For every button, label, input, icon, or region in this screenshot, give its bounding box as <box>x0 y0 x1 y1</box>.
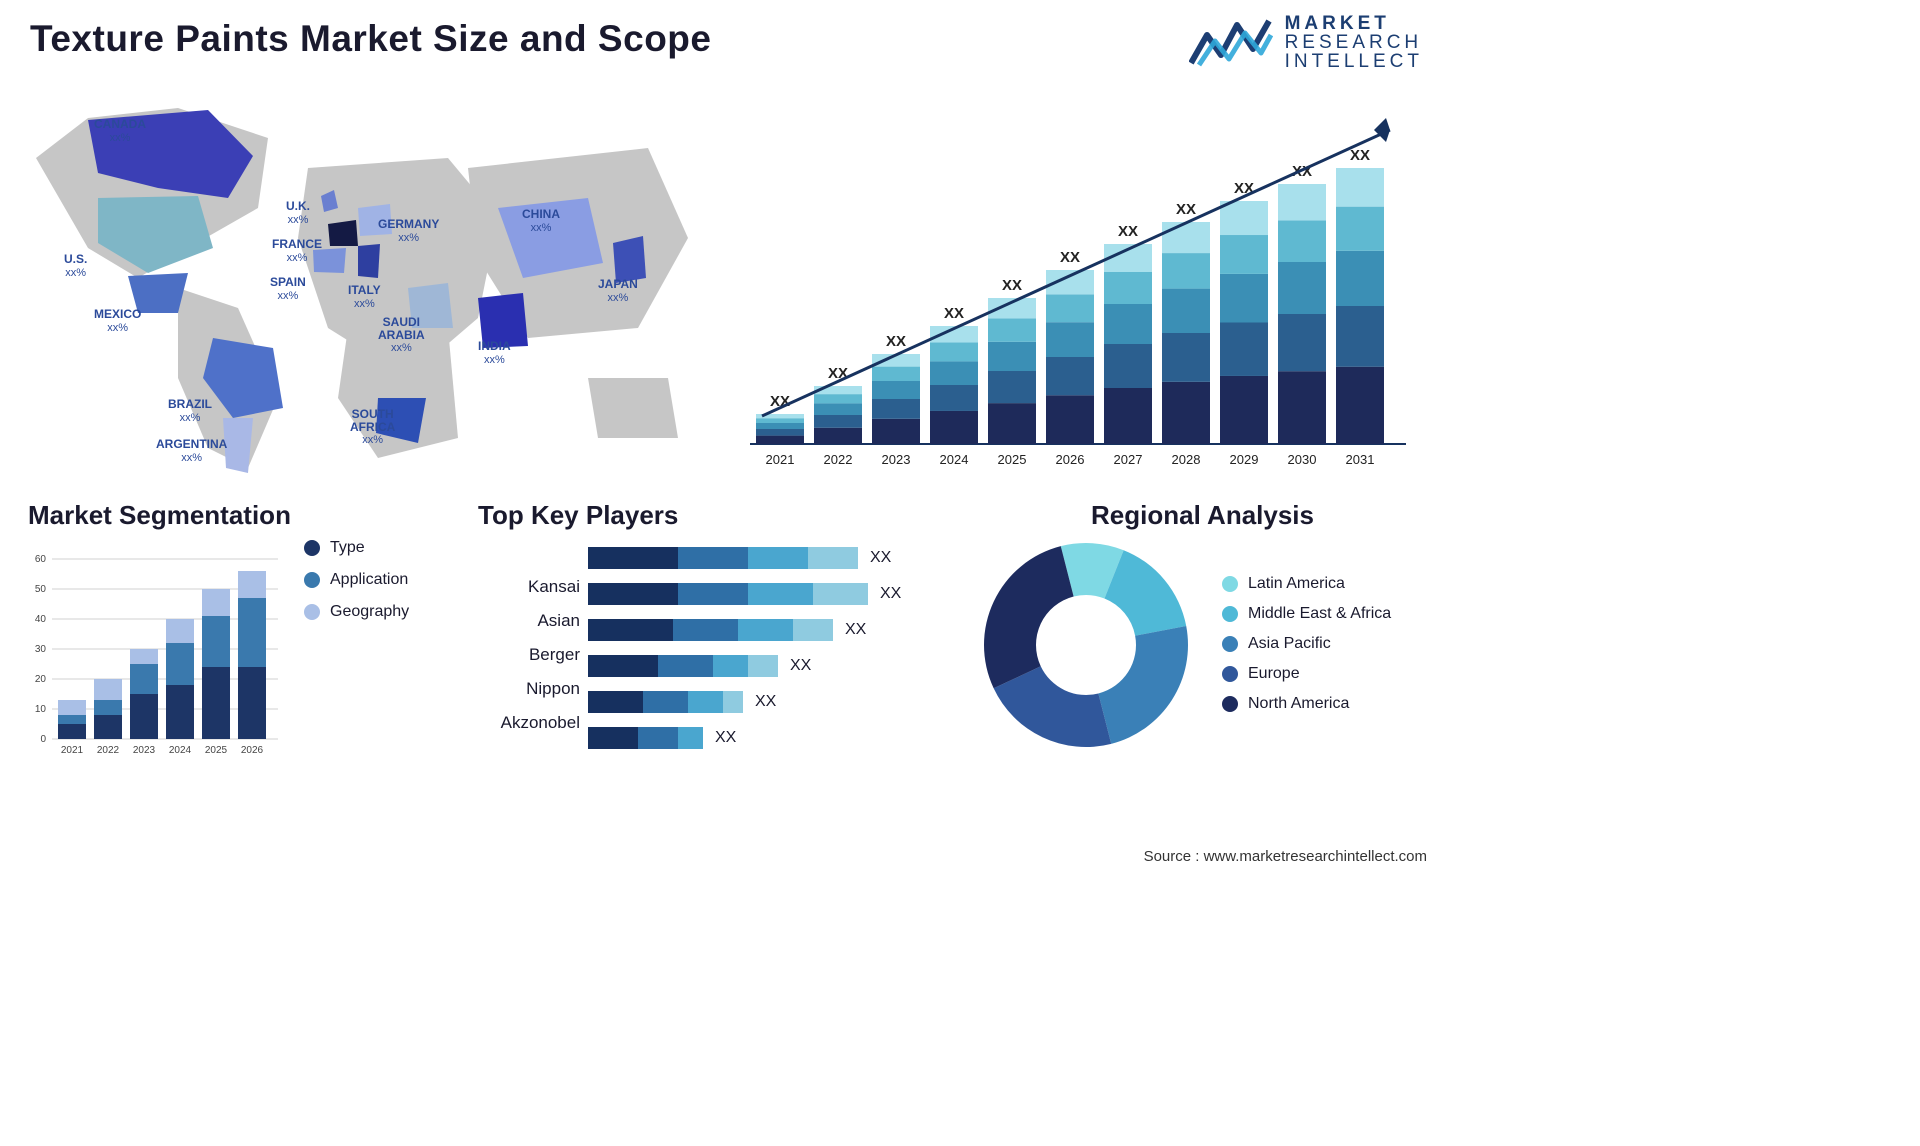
region-legend-middle-east-africa: Middle East & Africa <box>1222 605 1391 623</box>
logo-text-3: INTELLECT <box>1285 52 1423 71</box>
player-value: XX <box>715 729 736 747</box>
map-label-saudi-arabia: SAUDIARABIAxx% <box>378 316 425 355</box>
svg-text:2027: 2027 <box>1114 452 1143 467</box>
regional-title: Regional Analysis <box>978 500 1427 531</box>
svg-text:2024: 2024 <box>940 452 969 467</box>
segmentation-chart: 0 10 20 30 40 50 60 2021 2022 2023 2024 2025 2026 <box>28 539 278 759</box>
player-bar-row: XX <box>588 723 901 753</box>
map-label-south-africa: SOUTHAFRICAxx% <box>350 408 395 447</box>
svg-text:2021: 2021 <box>766 452 795 467</box>
map-label-u-s-: U.S.xx% <box>64 253 87 279</box>
map-label-italy: ITALYxx% <box>348 284 381 310</box>
svg-text:20: 20 <box>35 674 47 685</box>
map-label-china: CHINAxx% <box>522 208 560 234</box>
svg-text:XX: XX <box>1118 223 1138 240</box>
player-label <box>478 543 588 571</box>
seg-legend-type: Type <box>304 539 409 557</box>
logo-mark-icon <box>1189 15 1273 71</box>
logo-text-1: MARKET <box>1285 14 1423 33</box>
map-label-spain: SPAINxx% <box>270 276 306 302</box>
region-legend-asia-pacific: Asia Pacific <box>1222 635 1391 653</box>
player-label: Kansai <box>478 577 588 605</box>
svg-text:XX: XX <box>1002 277 1022 294</box>
svg-text:XX: XX <box>1060 249 1080 266</box>
svg-text:XX: XX <box>886 333 906 350</box>
svg-text:2031: 2031 <box>1346 452 1375 467</box>
svg-text:2022: 2022 <box>824 452 853 467</box>
svg-text:2025: 2025 <box>205 745 228 756</box>
svg-text:2030: 2030 <box>1288 452 1317 467</box>
player-bar-row: XX <box>588 651 901 681</box>
world-map: CANADAxx% U.S.xx% MEXICOxx% BRAZILxx% ARGENT… <box>28 78 704 478</box>
svg-text:30: 30 <box>35 644 47 655</box>
map-label-brazil: BRAZILxx% <box>168 398 212 424</box>
seg-legend-geography: Geography <box>304 603 409 621</box>
svg-text:2026: 2026 <box>1056 452 1085 467</box>
svg-text:60: 60 <box>35 554 47 565</box>
seg-legend-application: Application <box>304 571 409 589</box>
player-bar-row: XX <box>588 543 901 573</box>
player-label: Asian <box>478 611 588 639</box>
svg-text:2023: 2023 <box>133 745 156 756</box>
player-value: XX <box>845 621 866 639</box>
svg-text:2028: 2028 <box>1172 452 1201 467</box>
segmentation-title: Market Segmentation <box>28 500 448 531</box>
growth-chart: 2021 XX 2022 XX 2023 XX 2024 XX 2025 XX 2026 XX 2027… <box>750 96 1427 476</box>
svg-text:2029: 2029 <box>1230 452 1259 467</box>
svg-text:2026: 2026 <box>241 745 264 756</box>
player-value: XX <box>755 693 776 711</box>
region-legend-europe: Europe <box>1222 665 1391 683</box>
map-label-france: FRANCExx% <box>272 238 322 264</box>
players-title: Top Key Players <box>478 500 948 531</box>
segmentation-legend: Type Application Geography <box>304 539 409 621</box>
svg-text:XX: XX <box>1176 201 1196 218</box>
svg-text:2024: 2024 <box>169 745 192 756</box>
map-label-india: INDIAxx% <box>478 340 511 366</box>
region-legend-latin-america: Latin America <box>1222 575 1391 593</box>
svg-text:50: 50 <box>35 584 47 595</box>
player-label: Nippon <box>478 679 588 707</box>
regional-legend: Latin America Middle East & Africa Asia Pa… <box>1222 575 1391 713</box>
map-label-japan: JAPANxx% <box>598 278 638 304</box>
svg-text:2025: 2025 <box>998 452 1027 467</box>
regional-donut <box>978 539 1198 749</box>
svg-text:XX: XX <box>1350 147 1370 164</box>
map-label-argentina: ARGENTINAxx% <box>156 438 227 464</box>
region-legend-north-america: North America <box>1222 695 1391 713</box>
map-label-u-k-: U.K.xx% <box>286 200 310 226</box>
svg-text:40: 40 <box>35 614 47 625</box>
player-value: XX <box>870 549 891 567</box>
svg-text:XX: XX <box>944 305 964 322</box>
brand-logo: MARKET RESEARCH INTELLECT <box>1189 14 1423 71</box>
svg-text:2023: 2023 <box>882 452 911 467</box>
player-value: XX <box>790 657 811 675</box>
svg-text:2022: 2022 <box>97 745 120 756</box>
player-bar-row: XX <box>588 579 901 609</box>
player-label: Akzonobel <box>478 713 588 741</box>
map-label-mexico: MEXICOxx% <box>94 308 141 334</box>
logo-text-2: RESEARCH <box>1285 33 1423 52</box>
svg-text:0: 0 <box>40 734 46 745</box>
map-label-germany: GERMANYxx% <box>378 218 439 244</box>
source-text: Source : www.marketresearchintellect.com <box>1144 848 1427 865</box>
player-bar-row: XX <box>588 687 901 717</box>
svg-text:2021: 2021 <box>61 745 84 756</box>
map-label-canada: CANADAxx% <box>94 118 146 144</box>
svg-text:10: 10 <box>35 704 47 715</box>
player-value: XX <box>880 585 901 603</box>
player-label: Berger <box>478 645 588 673</box>
player-bar-row: XX <box>588 615 901 645</box>
